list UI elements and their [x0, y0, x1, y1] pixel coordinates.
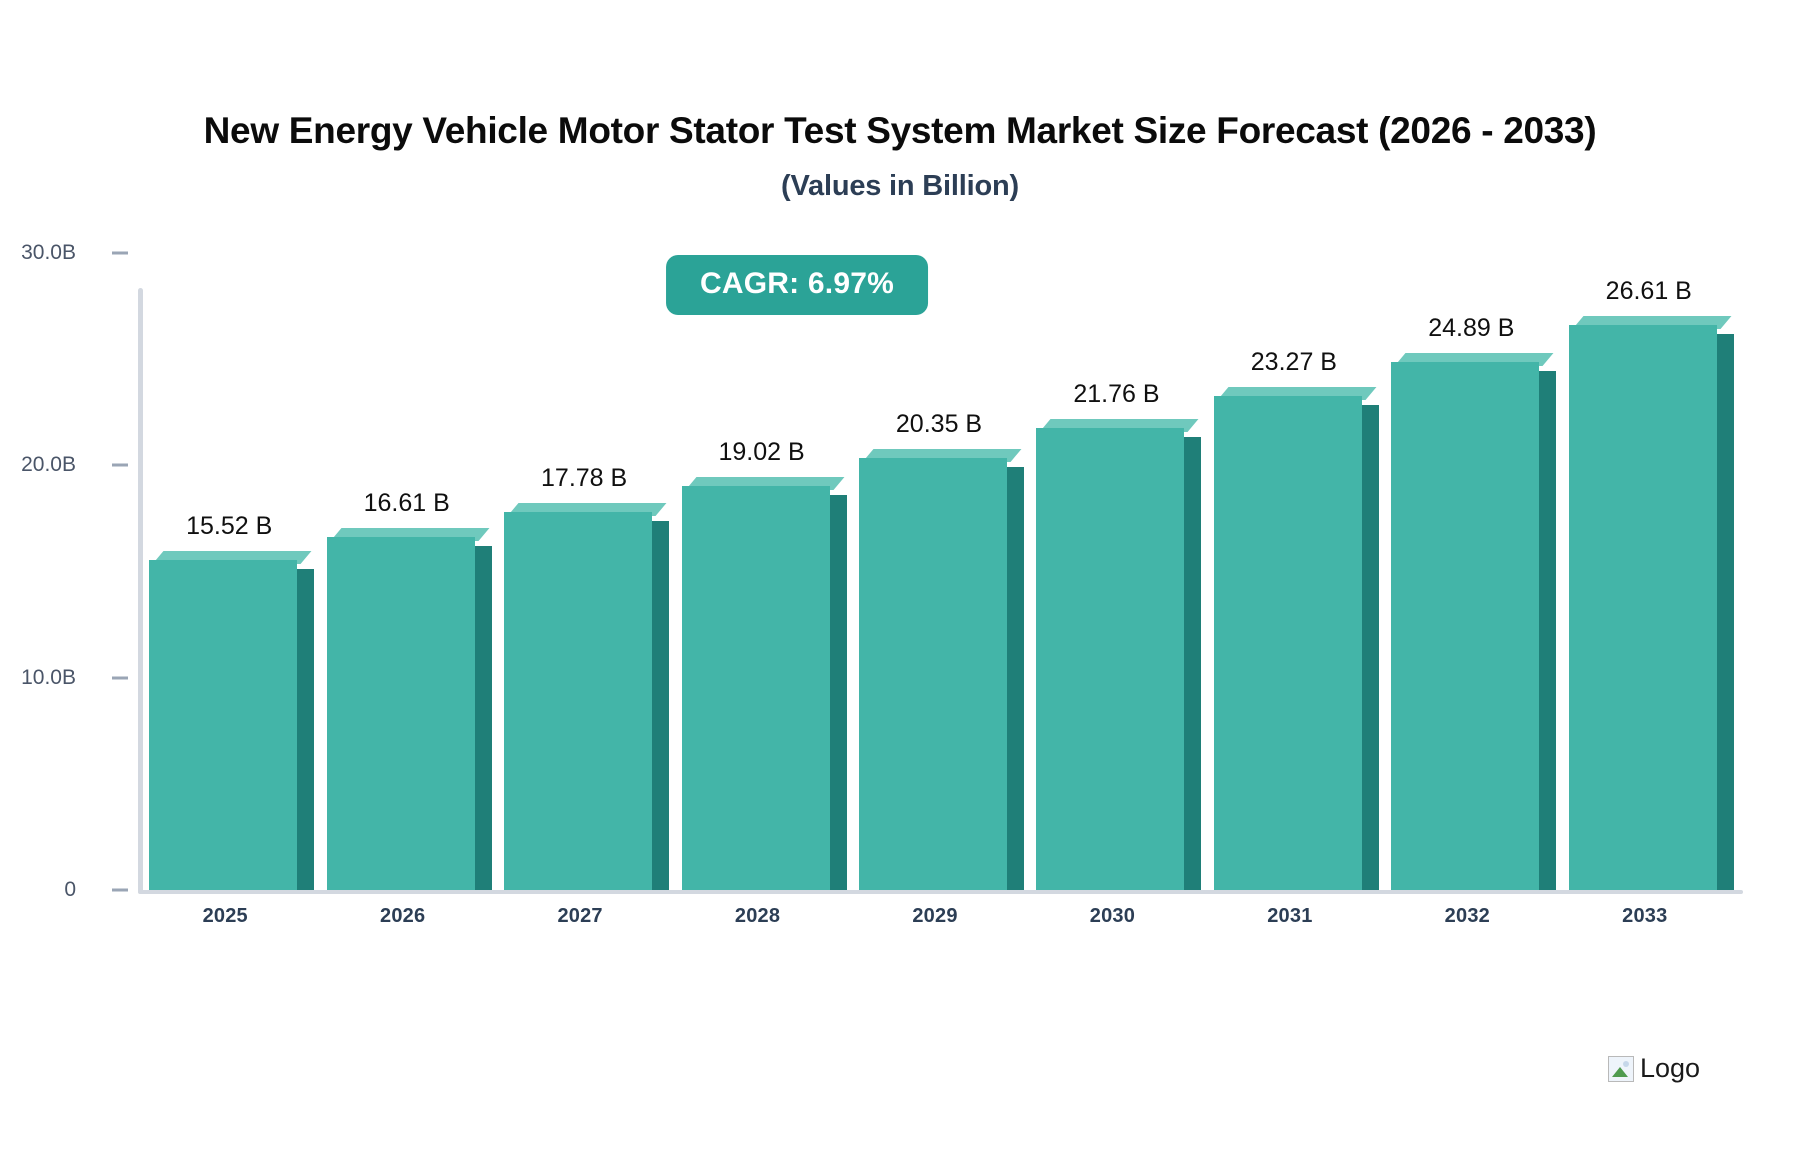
bar-front-face [859, 457, 1007, 890]
bar[interactable] [859, 448, 1024, 890]
bar-front-face [149, 560, 298, 890]
y-axis-tick-label: 10.0B [21, 665, 76, 689]
chart-subtitle: (Values in Billion) [781, 170, 1019, 202]
y-axis-tick-label: 20.0B [21, 453, 76, 477]
bar[interactable] [1568, 315, 1734, 890]
bar-value-label: 23.27 B [1250, 347, 1337, 376]
bar-value-label: 20.35 B [895, 409, 983, 438]
x-axis-tick-label: 2032 [1444, 905, 1490, 927]
cagr-badge: CAGR: 6.97% [666, 255, 928, 315]
x-axis-tick-label: 2026 [380, 905, 426, 927]
bar-front-face [504, 512, 653, 890]
page-title: New Energy Vehicle Motor Stator Test Sys… [203, 110, 1597, 151]
x-axis-line [138, 890, 1743, 894]
bar-value-label: 16.61 B [363, 489, 450, 518]
bar[interactable] [149, 551, 315, 890]
bar-front-face [681, 486, 830, 890]
bar-front-face [326, 537, 475, 890]
y-axis-tick-mark [112, 251, 128, 255]
bar[interactable] [1213, 386, 1379, 890]
y-axis-tick-label: 30.0B [21, 241, 76, 264]
x-axis-tick-label: 2027 [557, 905, 603, 927]
bar-side-face [1716, 333, 1734, 890]
bar-value-label: 15.52 B [186, 512, 273, 541]
bar[interactable] [681, 477, 847, 890]
bar-front-face [1391, 361, 1540, 890]
y-axis-tick-mark [112, 888, 128, 892]
bar[interactable] [326, 528, 492, 890]
bar-front-face [1036, 427, 1185, 890]
x-axis-tick-label: 2031 [1267, 905, 1313, 927]
y-axis-tick-mark [112, 463, 128, 467]
x-axis-tick-label: 2033 [1622, 905, 1668, 927]
y-axis-tick-mark [112, 676, 128, 680]
bar-side-face [652, 521, 670, 890]
x-axis-tick-label: 2030 [1089, 905, 1136, 927]
logo-label: Logo [1640, 1053, 1701, 1083]
y-axis-tick-label: 0 [64, 878, 76, 901]
bar-side-face [1007, 466, 1024, 890]
bar[interactable] [1391, 352, 1557, 890]
bar[interactable] [504, 503, 670, 890]
bar-front-face [1568, 324, 1717, 890]
bar-side-face [297, 569, 315, 890]
bar-side-face [1361, 404, 1379, 890]
bar-value-label: 26.61 B [1605, 276, 1692, 305]
broken-image-icon [1608, 1055, 1634, 1082]
bar-side-face [1184, 436, 1202, 890]
bar-front-face [1213, 395, 1362, 890]
bar[interactable] [1036, 418, 1202, 890]
bar-side-face [829, 495, 847, 890]
bar-value-label: 17.78 B [541, 464, 628, 493]
x-axis-tick-label: 2028 [734, 905, 781, 927]
bar-value-label: 21.76 B [1073, 379, 1160, 408]
bar-value-label: 24.89 B [1428, 313, 1515, 342]
x-axis-tick-label: 2029 [912, 905, 958, 927]
logo: Logo [1608, 1055, 1700, 1082]
bar-side-face [474, 546, 492, 890]
y-axis-line [138, 288, 143, 894]
x-axis-tick-label: 2025 [202, 905, 248, 927]
bar-value-label: 19.02 B [718, 438, 805, 467]
bar-side-face [1539, 370, 1557, 890]
